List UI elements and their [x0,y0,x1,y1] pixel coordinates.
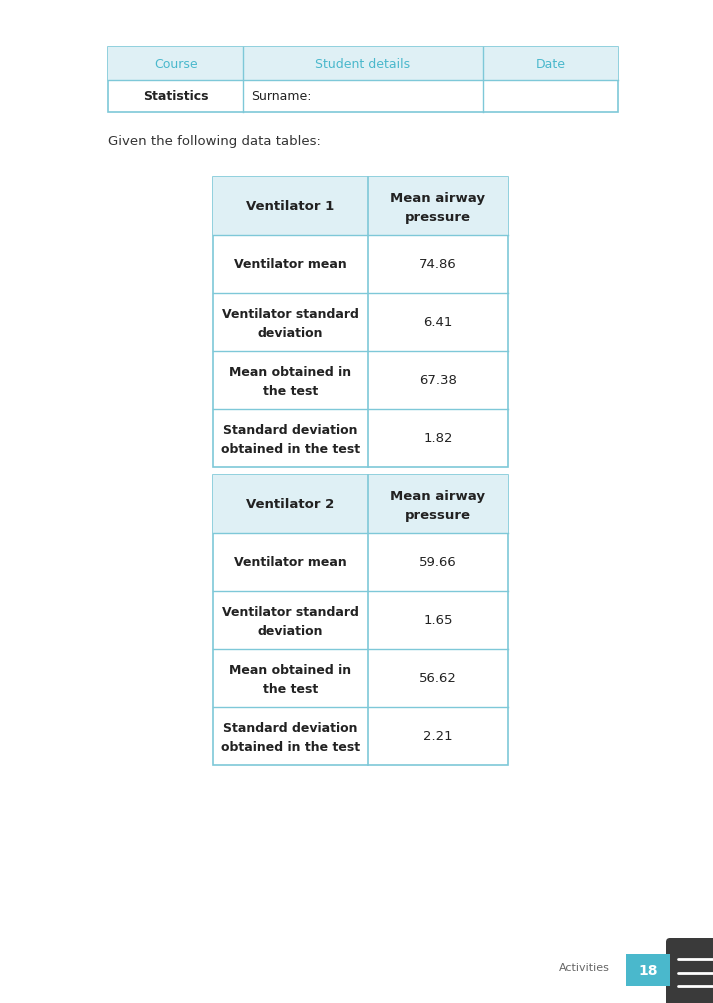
Text: Given the following data tables:: Given the following data tables: [108,134,321,147]
Text: Student details: Student details [315,58,411,70]
Text: Mean airway: Mean airway [391,192,486,205]
Text: the test: the test [263,384,318,397]
Text: pressure: pressure [405,509,471,522]
Text: 56.62: 56.62 [419,672,457,685]
Text: Surname:: Surname: [251,90,312,103]
Text: pressure: pressure [405,211,471,224]
Text: Ventilator mean: Ventilator mean [234,556,347,569]
Bar [213,178,508,467]
Bar [108,48,618,80]
Text: Ventilator standard: Ventilator standard [222,605,359,618]
Text: Standard deviation: Standard deviation [223,721,358,734]
Text: Mean obtained in: Mean obtained in [230,663,352,676]
Text: deviation: deviation [258,624,323,637]
Text: Ventilator mean: Ventilator mean [234,258,347,271]
Text: 1.65: 1.65 [424,614,453,627]
Bar [108,48,618,113]
Text: obtained in the test: obtained in the test [221,442,360,455]
Text: Mean airway: Mean airway [391,489,486,503]
Text: the test: the test [263,682,318,695]
Text: Ventilator 1: Ventilator 1 [247,201,334,214]
Text: 74.86: 74.86 [419,258,457,271]
Text: Mean obtained in: Mean obtained in [230,365,352,378]
Bar [626,954,670,986]
Text: Ventilator 2: Ventilator 2 [247,498,334,511]
Text: 6.41: 6.41 [424,316,453,329]
Bar [213,475,508,765]
Bar [213,475,508,534]
Text: Ventilator standard: Ventilator standard [222,308,359,321]
Text: 59.66: 59.66 [419,556,457,569]
Text: deviation: deviation [258,327,323,340]
Text: Statistics: Statistics [143,90,208,103]
Text: 2.21: 2.21 [424,730,453,743]
Text: Standard deviation: Standard deviation [223,423,358,436]
Text: 18: 18 [638,963,658,977]
Text: Course: Course [154,58,198,70]
Text: obtained in the test: obtained in the test [221,740,360,753]
Text: Activities: Activities [559,962,610,972]
Bar [213,178,508,236]
Text: 1.82: 1.82 [424,432,453,445]
Text: Date: Date [535,58,565,70]
FancyBboxPatch shape [666,938,713,1003]
Text: 67.38: 67.38 [419,374,457,387]
